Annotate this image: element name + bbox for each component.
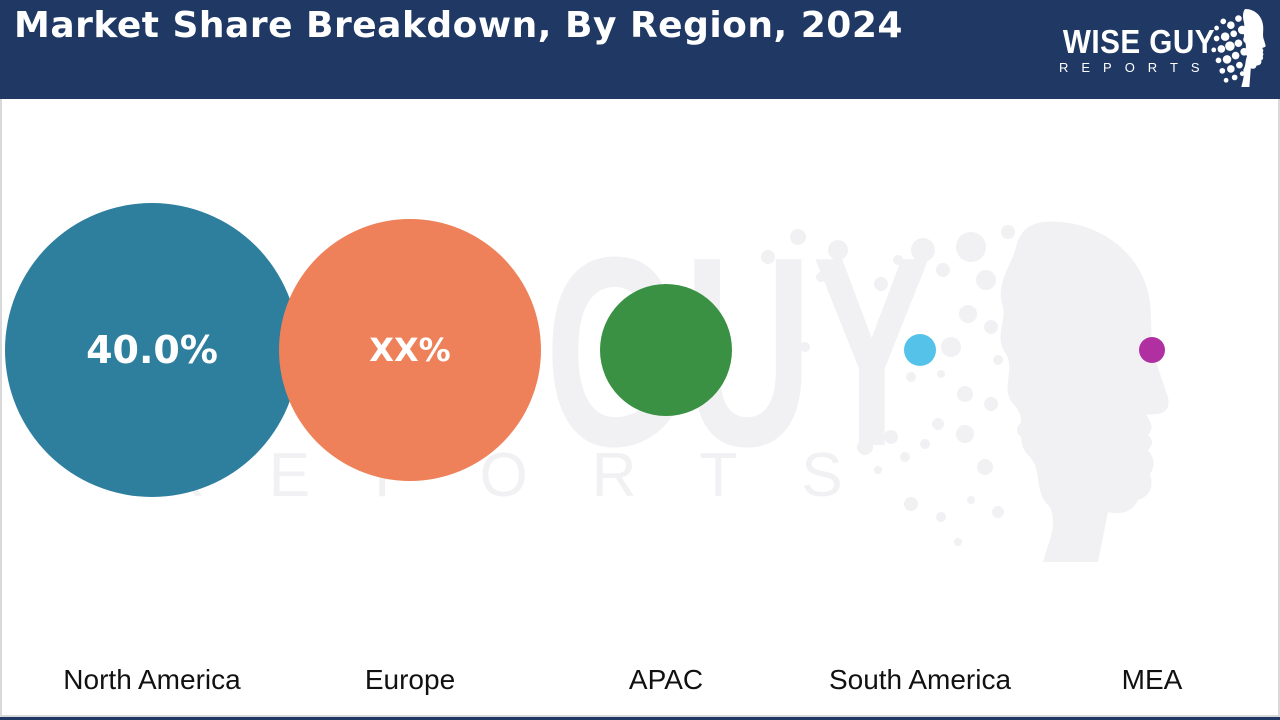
logo-subname: REPORTS	[1058, 60, 1213, 75]
bubble-europe: XX%	[279, 219, 541, 481]
region-label-south-america: South America	[828, 664, 1012, 695]
wise-guy-logo: WISE GUY REPORTS	[1046, 6, 1266, 90]
region-label-apac: APAC	[628, 664, 704, 695]
region-label-mea: MEA	[1121, 664, 1183, 695]
bubble-mea	[1139, 337, 1165, 363]
header-bar: Market Share Breakdown, By Region, 2024 …	[0, 0, 1280, 99]
bubble-north-america: 40.0%	[5, 203, 299, 497]
logo-name: WISE GUY	[1062, 23, 1215, 60]
chart-frame-border	[0, 99, 1280, 717]
chart-title: Market Share Breakdown, By Region, 2024	[14, 5, 903, 46]
head-profile-dots-icon	[1211, 9, 1266, 87]
bubble-south-america	[904, 334, 936, 366]
bottom-accent-bar	[0, 717, 1280, 720]
region-label-north-america: North America	[63, 664, 241, 695]
logo-text: WISE GUY REPORTS	[1046, 25, 1215, 74]
bubble-value-europe: XX%	[369, 331, 451, 369]
watermark-head-profile-icon	[761, 221, 1169, 562]
watermark-spaced-text: REPORTS	[160, 441, 907, 510]
region-label-europe: Europe	[364, 664, 456, 695]
bubble-value-north-america: 40.0%	[86, 328, 218, 372]
bubble-apac	[600, 284, 732, 416]
